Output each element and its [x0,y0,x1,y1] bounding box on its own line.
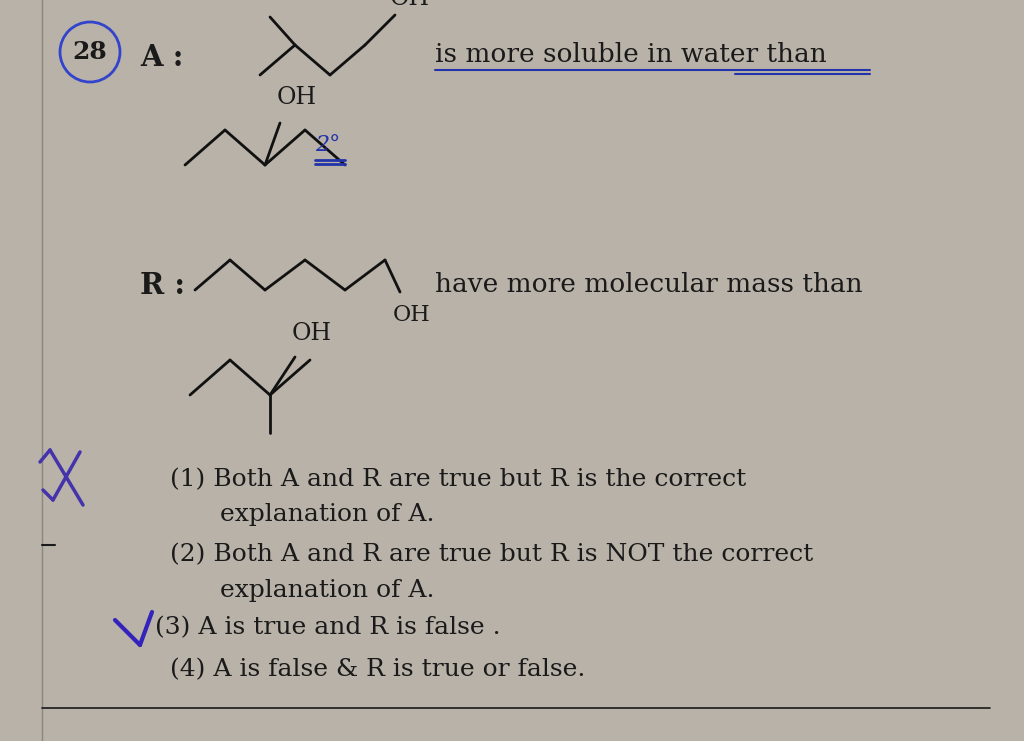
Text: (3) A is true and R is false .: (3) A is true and R is false . [155,617,501,639]
Text: explanation of A.: explanation of A. [220,579,434,602]
Text: (4) A is false & R is true or false.: (4) A is false & R is true or false. [170,659,586,682]
Text: have more molecular mass than: have more molecular mass than [435,273,862,297]
Text: 28: 28 [73,40,108,64]
Text: 2°: 2° [315,134,340,156]
Text: (1) Both A and R are true but R is the correct: (1) Both A and R are true but R is the c… [170,468,746,491]
Text: OH: OH [292,322,332,345]
Text: OH: OH [278,86,317,109]
Text: is more soluble in water than: is more soluble in water than [435,42,826,67]
Text: OH: OH [393,304,431,326]
Text: A :: A : [140,44,183,73]
Text: (2) Both A and R are true but R is NOT the correct: (2) Both A and R are true but R is NOT t… [170,543,813,567]
Text: explanation of A.: explanation of A. [220,503,434,527]
Text: OH: OH [390,0,430,10]
Text: R :: R : [140,270,185,299]
